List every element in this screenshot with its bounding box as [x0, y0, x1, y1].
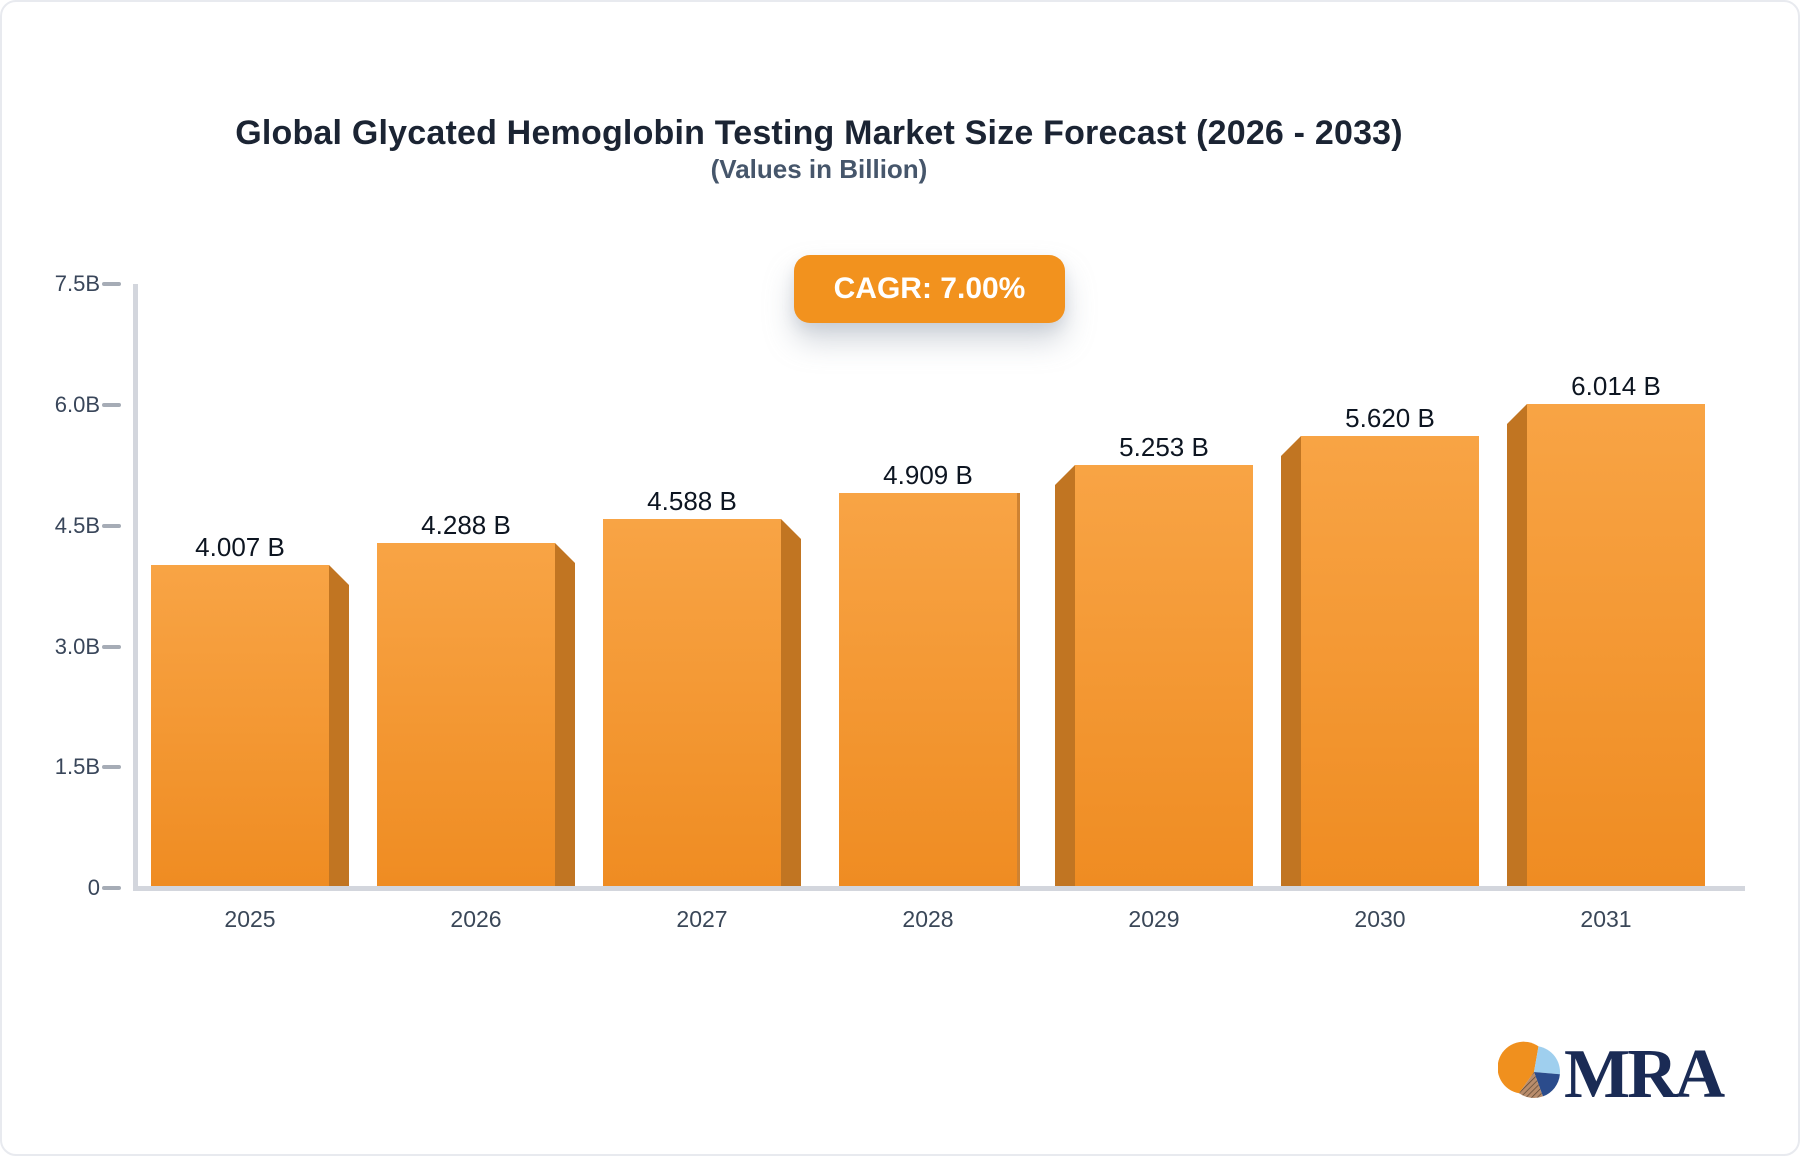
cagr-badge-label: CAGR: 7.00% [833, 272, 1026, 305]
bar-value-label-2030: 5.620 B [1345, 403, 1435, 433]
bar-value-label-2026: 4.288 B [421, 510, 511, 540]
bar-2031[interactable] [1527, 404, 1705, 886]
bar-value-label-2031: 6.014 B [1571, 371, 1661, 401]
bar-2028[interactable] [839, 493, 1020, 886]
x-axis-label-2027: 2027 [676, 906, 728, 932]
y-axis-tick-mark [102, 645, 121, 649]
x-axis-line [133, 886, 1745, 891]
bar-side-shade-2029 [1055, 465, 1075, 886]
x-axis-label-2030: 2030 [1354, 906, 1406, 932]
y-axis-tick-label: 4.5B [54, 513, 100, 538]
chart-title: Global Glycated Hemoglobin Testing Marke… [235, 114, 1403, 152]
y-axis-tick-mark [102, 765, 121, 769]
bar-2026[interactable] [377, 543, 555, 886]
bar-side-shade-2031 [1507, 404, 1527, 886]
x-axis-label-2031: 2031 [1580, 906, 1632, 932]
bar-2029[interactable] [1075, 465, 1253, 886]
bar-value-label-2027: 4.588 B [647, 486, 737, 516]
bar-value-label-2025: 4.007 B [195, 532, 285, 562]
bar-2025[interactable] [151, 565, 329, 886]
bar-2030[interactable] [1301, 436, 1479, 886]
cagr-badge: CAGR: 7.00% [794, 255, 1065, 323]
mra-logo-text: MRA [1564, 1038, 1726, 1108]
mra-logo: MRA [1497, 1036, 1729, 1113]
y-axis-tick-label: 7.5B [54, 271, 100, 296]
bar-side-shade-2030 [1281, 436, 1301, 886]
chart-subtitle: (Values in Billion) [710, 154, 928, 184]
x-axis-label-2025: 2025 [224, 906, 276, 932]
y-axis-tick-label: 0 [87, 875, 100, 900]
mra-logo-graphic: MRA [1497, 1036, 1729, 1113]
y-axis-line [133, 284, 138, 891]
y-axis-tick-mark [102, 282, 121, 286]
y-axis-tick-label: 6.0B [54, 392, 100, 417]
y-axis-tick-label: 3.0B [54, 634, 100, 659]
bar-side-shade-2025 [329, 565, 349, 886]
y-axis-tick-mark [102, 524, 121, 528]
bar-value-label-2029: 5.253 B [1119, 432, 1209, 462]
y-axis-tick-label: 1.5B [54, 754, 100, 779]
x-axis-label-2029: 2029 [1128, 906, 1180, 932]
bar-2027[interactable] [603, 519, 781, 886]
bar-value-label-2028: 4.909 B [883, 460, 973, 490]
x-axis-label-2026: 2026 [450, 906, 502, 932]
y-axis-tick-mark [102, 403, 121, 407]
y-axis-tick-mark [102, 886, 121, 890]
bar-side-shade-2026 [555, 543, 575, 886]
mra-logo-pie-icon [1497, 1041, 1561, 1098]
x-axis-label-2028: 2028 [902, 906, 954, 932]
bar-side-shade-2027 [781, 519, 801, 886]
